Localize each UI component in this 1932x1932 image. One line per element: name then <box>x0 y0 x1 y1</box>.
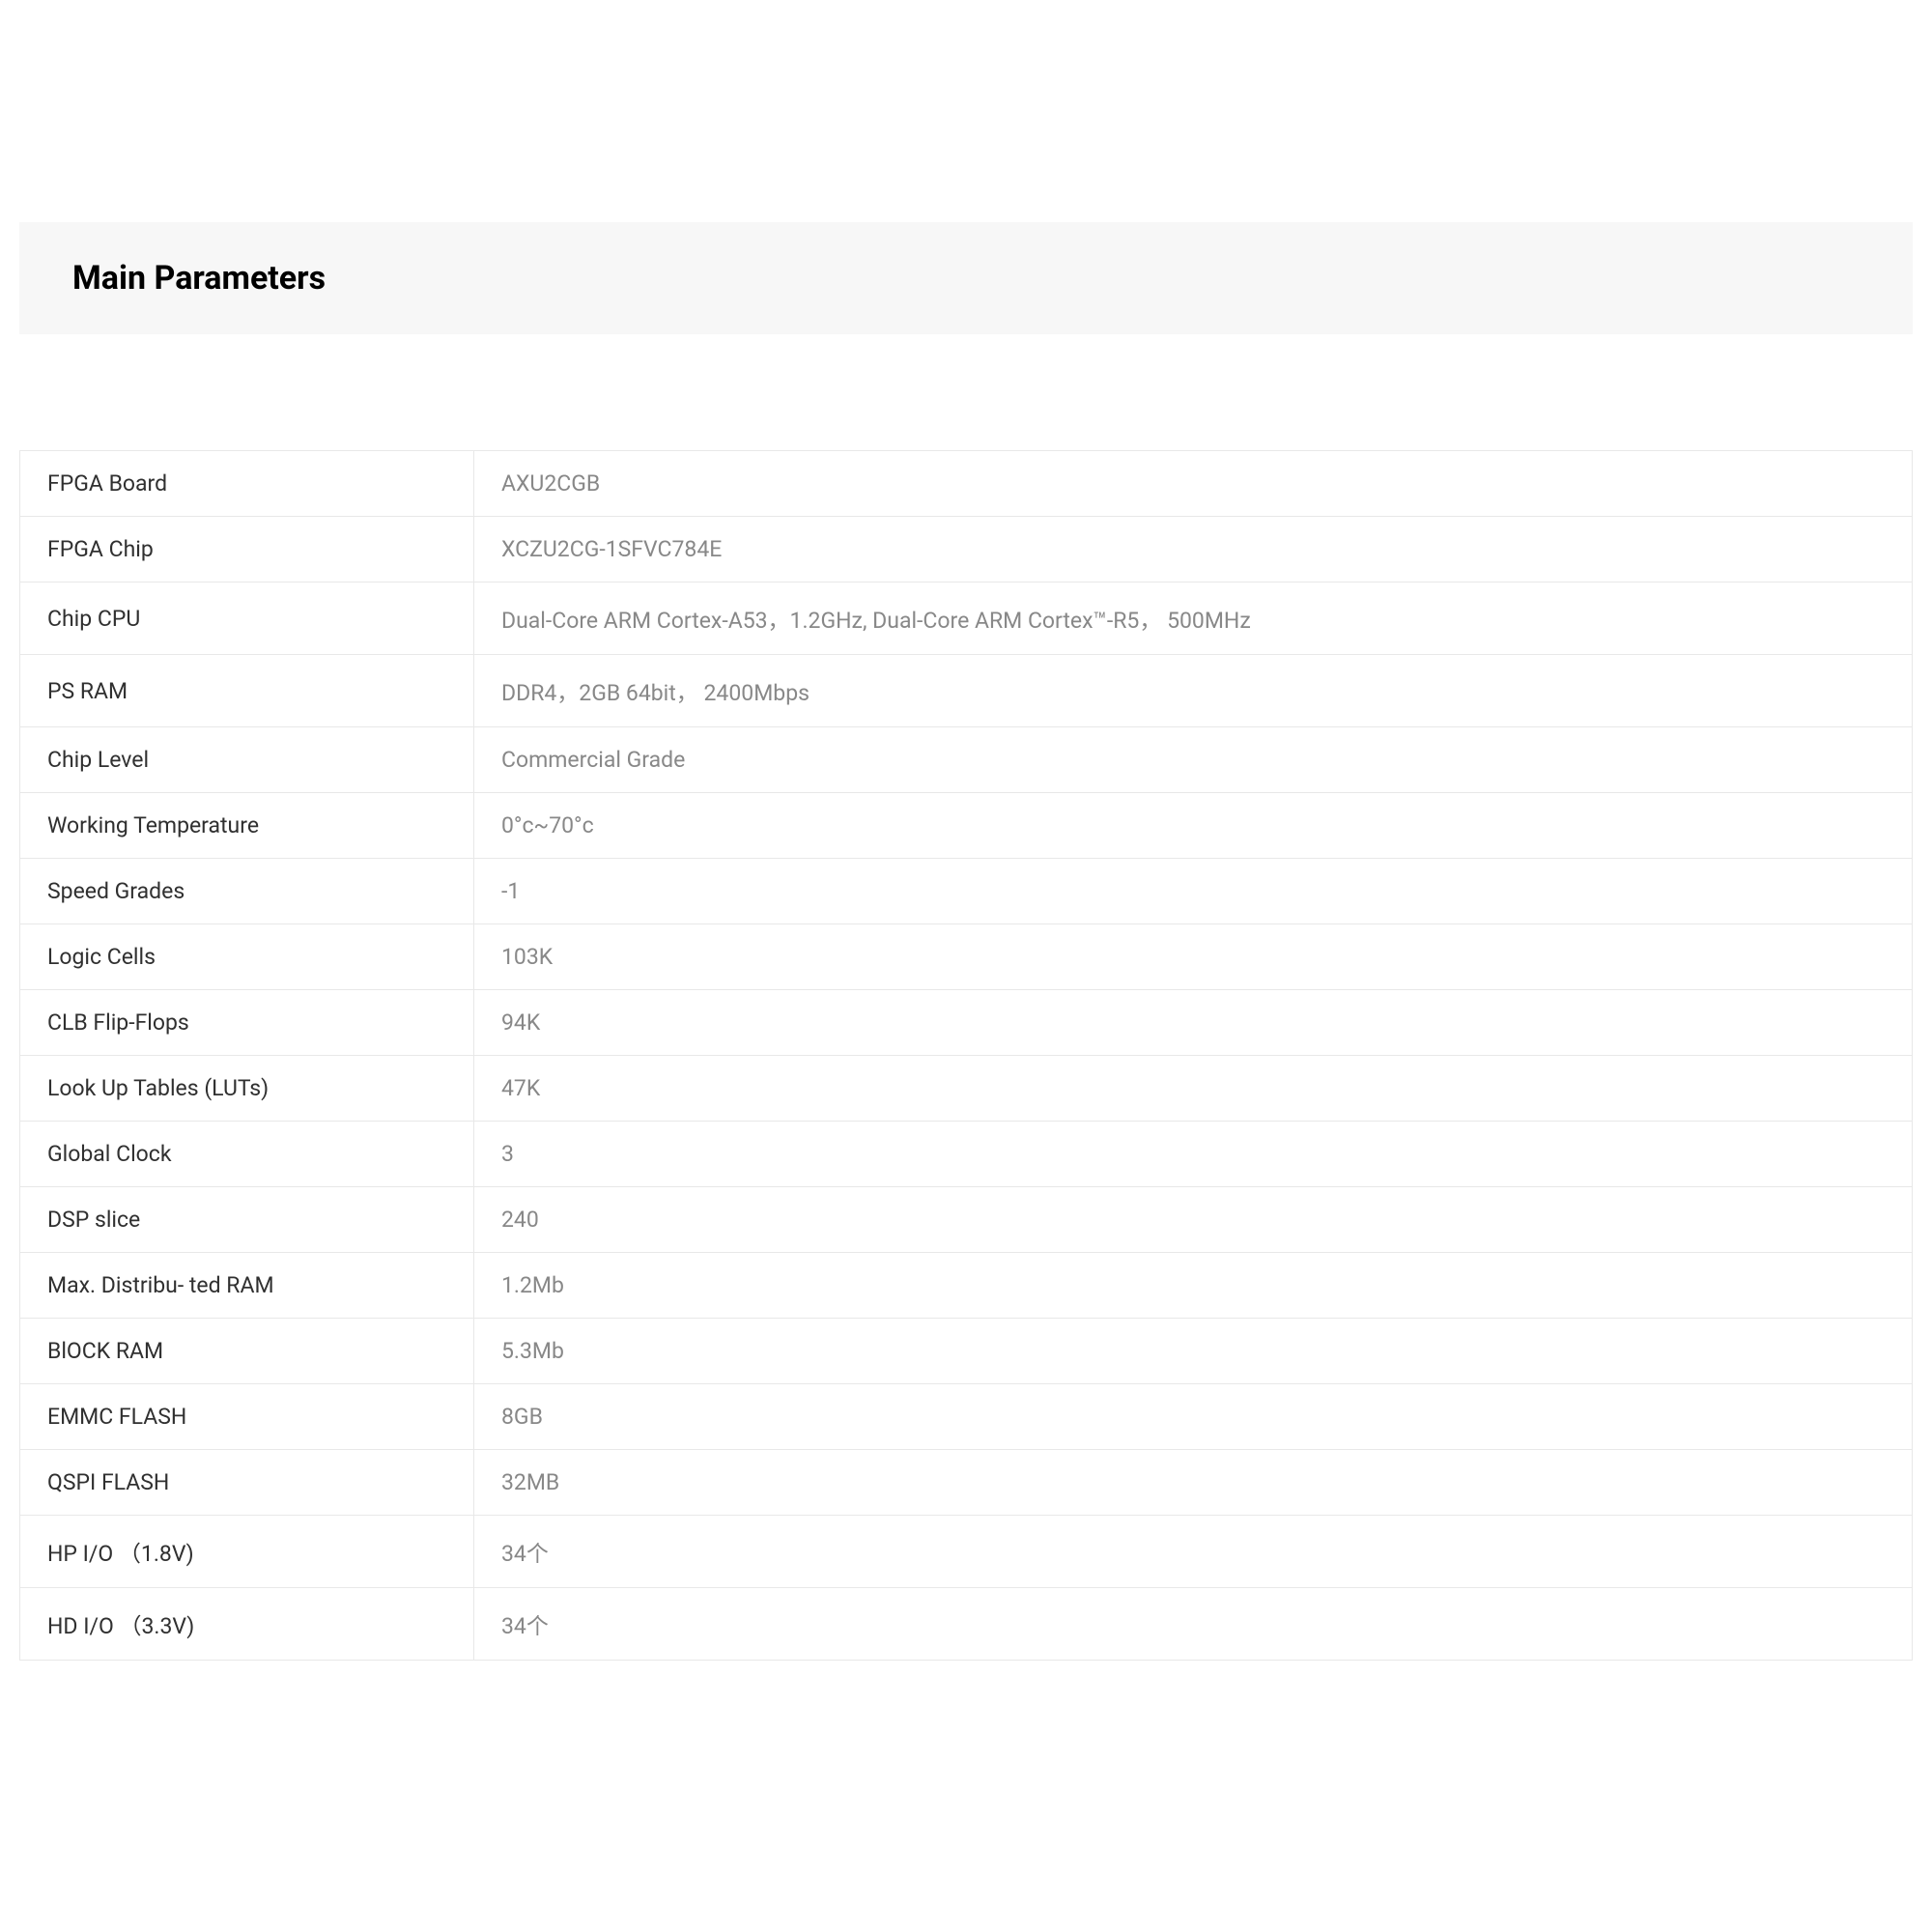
table-row: Logic Cells103K <box>20 924 1913 990</box>
param-value: XCZU2CG-1SFVC784E <box>474 517 1913 582</box>
param-value: AXU2CGB <box>474 451 1913 517</box>
parameters-table: FPGA BoardAXU2CGBFPGA Chip XCZU2CG-1SFVC… <box>19 450 1913 1661</box>
param-value: 8GB <box>474 1384 1913 1450</box>
param-label: HP I/O （1.8V) <box>20 1516 474 1588</box>
param-label: Logic Cells <box>20 924 474 990</box>
section-title: Main Parameters <box>72 259 1860 298</box>
table-row: Chip LevelCommercial Grade <box>20 727 1913 793</box>
param-label: BlOCK RAM <box>20 1319 474 1384</box>
param-value: 34个 <box>474 1588 1913 1661</box>
param-value: Commercial Grade <box>474 727 1913 793</box>
param-value: 240 <box>474 1187 1913 1253</box>
param-label: FPGA Board <box>20 451 474 517</box>
param-value: 94K <box>474 990 1913 1056</box>
table-row: EMMC FLASH8GB <box>20 1384 1913 1450</box>
param-label: CLB Flip-Flops <box>20 990 474 1056</box>
table-row: PS RAMDDR4，2GB 64bit， 2400Mbps <box>20 655 1913 727</box>
param-value: 1.2Mb <box>474 1253 1913 1319</box>
param-value: 3 <box>474 1122 1913 1187</box>
table-row: BlOCK RAM5.3Mb <box>20 1319 1913 1384</box>
param-label: PS RAM <box>20 655 474 727</box>
param-value: 0°c~70°c <box>474 793 1913 859</box>
table-row: QSPI FLASH32MB <box>20 1450 1913 1516</box>
table-row: Max. Distribu- ted RAM1.2Mb <box>20 1253 1913 1319</box>
param-value: 103K <box>474 924 1913 990</box>
table-row: Working Temperature0°c~70°c <box>20 793 1913 859</box>
param-value: 34个 <box>474 1516 1913 1588</box>
table-row: HD I/O （3.3V)34个 <box>20 1588 1913 1661</box>
param-label: Max. Distribu- ted RAM <box>20 1253 474 1319</box>
param-label: Chip Level <box>20 727 474 793</box>
param-label: Look Up Tables (LUTs) <box>20 1056 474 1122</box>
table-row: Global Clock3 <box>20 1122 1913 1187</box>
param-label: Working Temperature <box>20 793 474 859</box>
param-value: DDR4，2GB 64bit， 2400Mbps <box>474 655 1913 727</box>
table-row: CLB Flip-Flops94K <box>20 990 1913 1056</box>
table-row: FPGA Chip XCZU2CG-1SFVC784E <box>20 517 1913 582</box>
param-label: Chip CPU <box>20 582 474 655</box>
parameters-table-wrap: FPGA BoardAXU2CGBFPGA Chip XCZU2CG-1SFVC… <box>19 450 1913 1661</box>
param-label: DSP slice <box>20 1187 474 1253</box>
table-row: Chip CPUDual-Core ARM Cortex-A53，1.2GHz,… <box>20 582 1913 655</box>
table-row: DSP slice240 <box>20 1187 1913 1253</box>
param-label: Global Clock <box>20 1122 474 1187</box>
param-value: 47K <box>474 1056 1913 1122</box>
section-header: Main Parameters <box>19 222 1913 334</box>
param-label: Speed Grades <box>20 859 474 924</box>
table-row: FPGA BoardAXU2CGB <box>20 451 1913 517</box>
param-label: EMMC FLASH <box>20 1384 474 1450</box>
param-value: 5.3Mb <box>474 1319 1913 1384</box>
table-row: Speed Grades-1 <box>20 859 1913 924</box>
param-label: QSPI FLASH <box>20 1450 474 1516</box>
param-value: 32MB <box>474 1450 1913 1516</box>
param-value: -1 <box>474 859 1913 924</box>
param-label: FPGA Chip <box>20 517 474 582</box>
param-value: Dual-Core ARM Cortex-A53，1.2GHz, Dual-Co… <box>474 582 1913 655</box>
table-row: HP I/O （1.8V)34个 <box>20 1516 1913 1588</box>
param-label: HD I/O （3.3V) <box>20 1588 474 1661</box>
table-row: Look Up Tables (LUTs)47K <box>20 1056 1913 1122</box>
